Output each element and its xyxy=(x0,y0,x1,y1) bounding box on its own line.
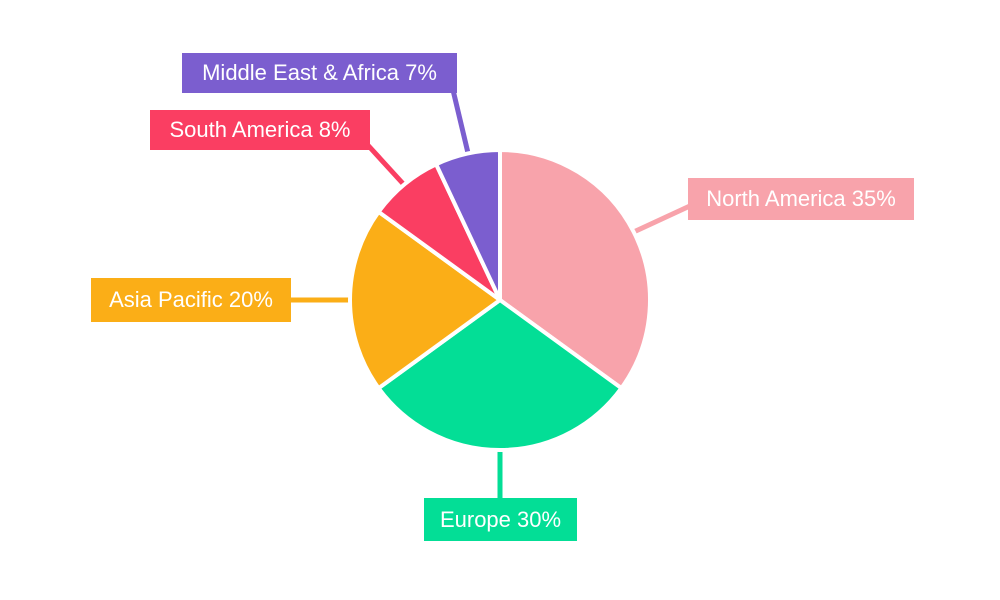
callout-label-north-america: North America 35% xyxy=(688,178,914,220)
callout-label-europe: Europe 30% xyxy=(424,498,577,541)
leader-line-north-america xyxy=(632,202,694,235)
pie-slice-middle-east-africa xyxy=(434,148,502,302)
pie-slice-asia-pacific xyxy=(348,209,502,391)
leader-line-middle-east-africa xyxy=(450,89,471,154)
leader-line-south-america xyxy=(363,140,409,190)
pie-slice-north-america xyxy=(498,148,652,391)
callout-label-south-america: South America 8% xyxy=(150,110,370,150)
callout-label-middle-east-africa: Middle East & Africa 7% xyxy=(182,53,457,93)
pie-slice-europe xyxy=(376,298,624,452)
callout-label-asia-pacific: Asia Pacific 20% xyxy=(91,278,291,322)
